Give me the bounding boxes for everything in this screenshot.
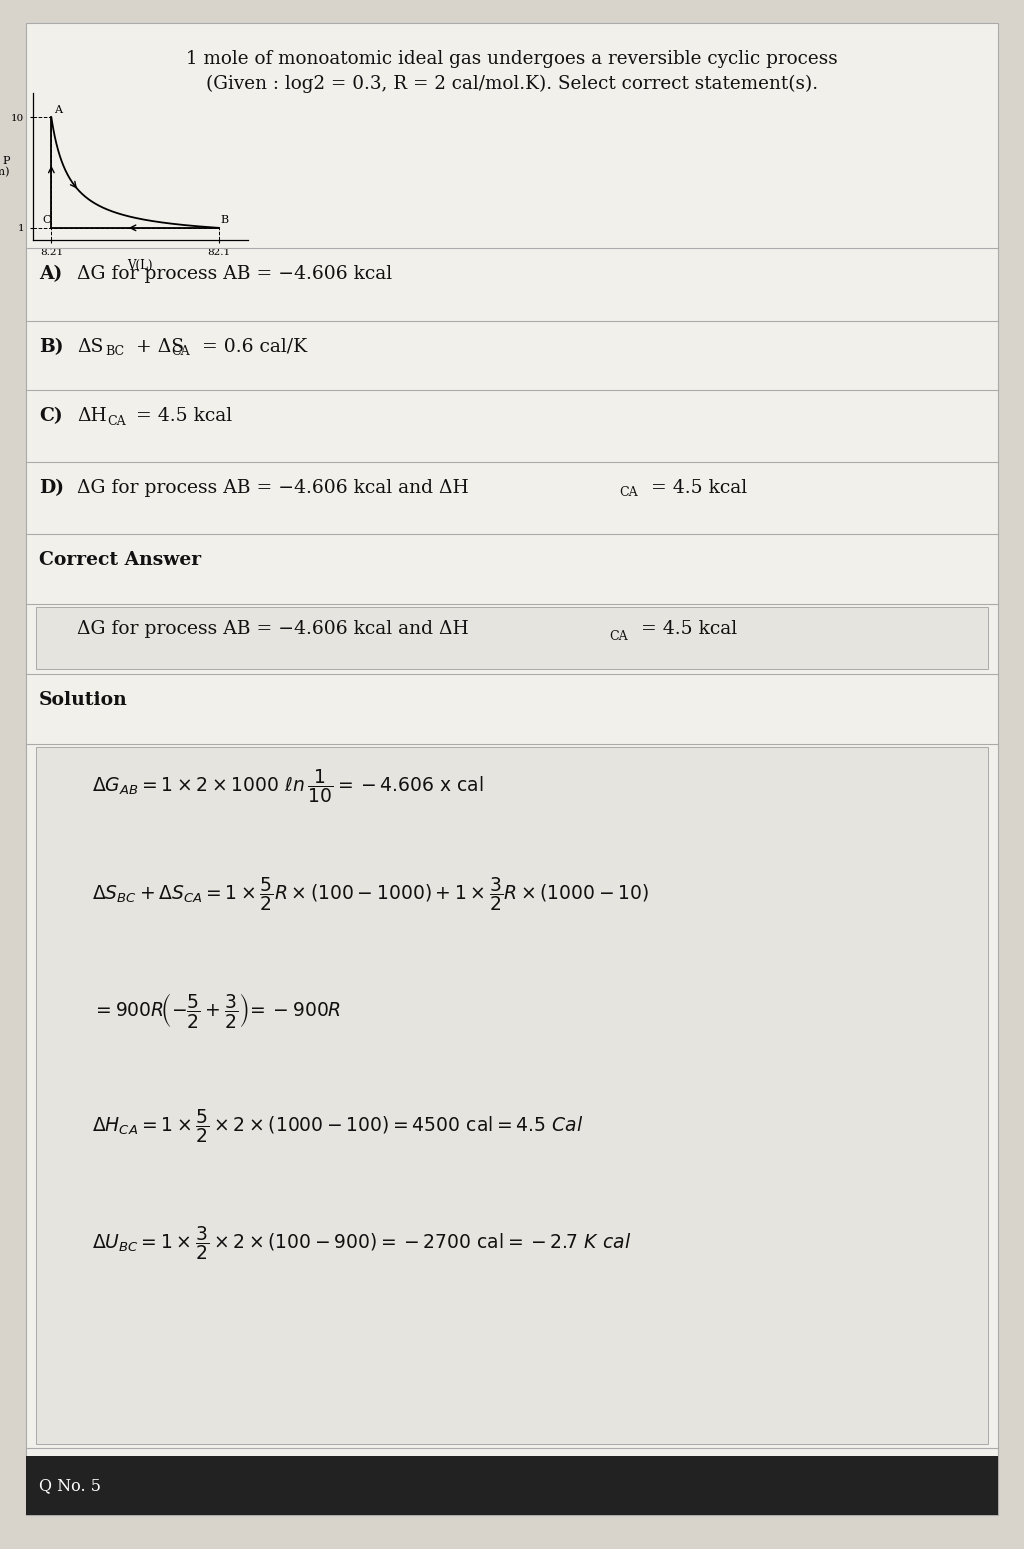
- Text: D): D): [39, 479, 63, 497]
- Text: $= 900R\!\left(-\dfrac{5}{2}+\dfrac{3}{2}\right)\! = -900R$: $= 900R\!\left(-\dfrac{5}{2}+\dfrac{3}{2…: [92, 991, 341, 1030]
- Text: A: A: [53, 105, 61, 115]
- Text: = 4.5 kcal: = 4.5 kcal: [635, 620, 737, 638]
- Text: + ΔS: + ΔS: [130, 338, 184, 356]
- Text: ΔH: ΔH: [77, 407, 106, 426]
- Text: Correct Answer: Correct Answer: [39, 551, 201, 570]
- Text: Q No. 5: Q No. 5: [39, 1478, 101, 1493]
- Text: ΔS: ΔS: [77, 338, 103, 356]
- Text: (Given : log2 = 0.3, R = 2 cal/mol.K). Select correct statement(s).: (Given : log2 = 0.3, R = 2 cal/mol.K). S…: [206, 74, 818, 93]
- Text: CA: CA: [108, 415, 126, 428]
- Text: = 0.6 cal/K: = 0.6 cal/K: [196, 338, 307, 356]
- Text: 1 mole of monoatomic ideal gas undergoes a reversible cyclic process: 1 mole of monoatomic ideal gas undergoes…: [186, 50, 838, 68]
- Text: $\Delta H_{CA} = 1 \times \dfrac{5}{2} \times 2 \times (1000 - 100) = 4500\ \mat: $\Delta H_{CA} = 1 \times \dfrac{5}{2} \…: [92, 1108, 584, 1145]
- Text: C): C): [39, 407, 62, 426]
- Text: CA: CA: [171, 345, 189, 358]
- Y-axis label: P
(atm): P (atm): [0, 155, 10, 178]
- Text: B): B): [39, 338, 63, 356]
- Text: = 4.5 kcal: = 4.5 kcal: [645, 479, 748, 497]
- Text: ΔG for process AB = −4.606 kcal and ΔH: ΔG for process AB = −4.606 kcal and ΔH: [77, 620, 469, 638]
- Text: B: B: [221, 215, 229, 226]
- Text: $\Delta S_{BC} + \Delta S_{CA} = 1 \times \dfrac{5}{2}R \times (100 - 1000) + 1 : $\Delta S_{BC} + \Delta S_{CA} = 1 \time…: [92, 875, 649, 912]
- Text: Solution: Solution: [39, 691, 128, 709]
- Text: CA: CA: [620, 486, 638, 499]
- Text: ΔG for process AB = −4.606 kcal: ΔG for process AB = −4.606 kcal: [77, 265, 392, 283]
- Text: = 4.5 kcal: = 4.5 kcal: [130, 407, 232, 426]
- Text: CA: CA: [609, 630, 628, 643]
- Text: $\Delta G_{AB} = 1 \times 2 \times 1000\ \ell n\,\dfrac{1}{10} = -4.606\ \mathrm: $\Delta G_{AB} = 1 \times 2 \times 1000\…: [92, 767, 483, 804]
- Text: ΔG for process AB = −4.606 kcal and ΔH: ΔG for process AB = −4.606 kcal and ΔH: [77, 479, 469, 497]
- Text: A): A): [39, 265, 62, 283]
- Text: BC: BC: [105, 345, 125, 358]
- X-axis label: V(L): V(L): [128, 259, 153, 271]
- Text: C: C: [42, 215, 51, 226]
- Text: $\Delta U_{BC} = 1 \times \dfrac{3}{2} \times 2 \times (100 - 900) = -2700\ \mat: $\Delta U_{BC} = 1 \times \dfrac{3}{2} \…: [92, 1224, 632, 1261]
